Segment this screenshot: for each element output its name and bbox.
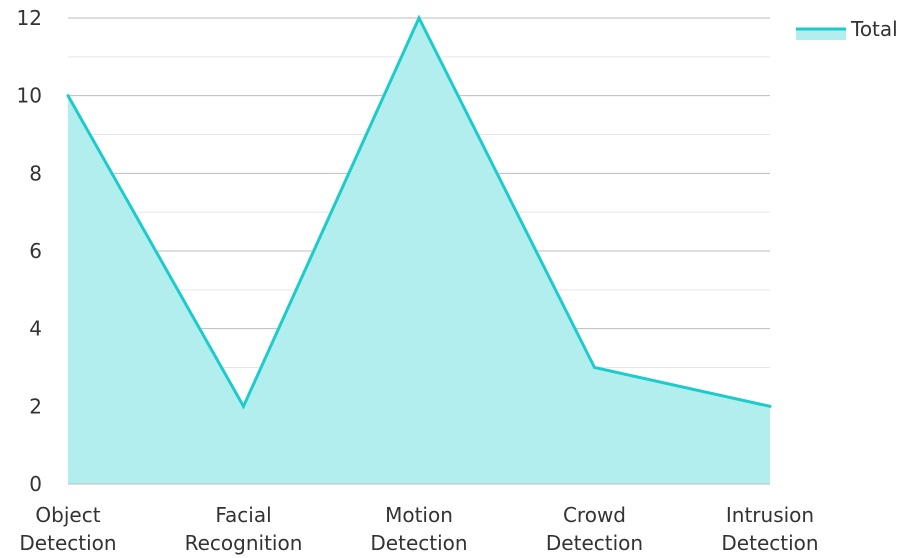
x-tick-label-line: Detection (370, 531, 467, 555)
y-tick-label: 6 (29, 239, 42, 263)
x-tick-label-line: Detection (19, 531, 116, 555)
x-tick-label-line: Crowd (563, 503, 626, 527)
legend: Total (796, 17, 898, 41)
y-axis: 0 2 4 6 8 10 12 (17, 6, 42, 496)
x-tick-label-line: Motion (385, 503, 453, 527)
x-tick-label-line: Recognition (185, 531, 303, 555)
x-tick-label: Crowd Detection (546, 503, 643, 555)
x-tick-label-line: Facial (215, 503, 271, 527)
legend-label-total: Total (850, 17, 898, 41)
data-point-2 (417, 16, 421, 20)
data-point-0 (66, 94, 70, 98)
x-tick-label: Facial Recognition (185, 503, 303, 555)
y-tick-label: 8 (29, 161, 42, 185)
x-tick-label: Motion Detection (370, 503, 467, 555)
data-point-3 (593, 366, 596, 369)
x-axis: Object Detection Facial Recognition Motion De… (19, 483, 819, 555)
y-tick-label: 4 (29, 317, 42, 341)
x-tick-label-line: Detection (721, 531, 818, 555)
y-tick-label: 0 (29, 472, 42, 496)
data-point-1 (242, 404, 245, 408)
y-tick-label: 10 (17, 84, 42, 108)
data-point-4 (768, 404, 772, 408)
x-tick-label-line: Detection (546, 531, 643, 555)
x-tick-label: Intrusion Detection (721, 503, 818, 555)
x-tick-label-line: Object (35, 503, 100, 527)
y-tick-label: 2 (29, 394, 42, 418)
x-tick-label-line: Intrusion (726, 503, 814, 527)
y-tick-label: 12 (17, 6, 42, 30)
x-tick-label: Object Detection (19, 503, 116, 555)
series-area (66, 14, 772, 484)
legend-swatch-fill (796, 28, 846, 40)
